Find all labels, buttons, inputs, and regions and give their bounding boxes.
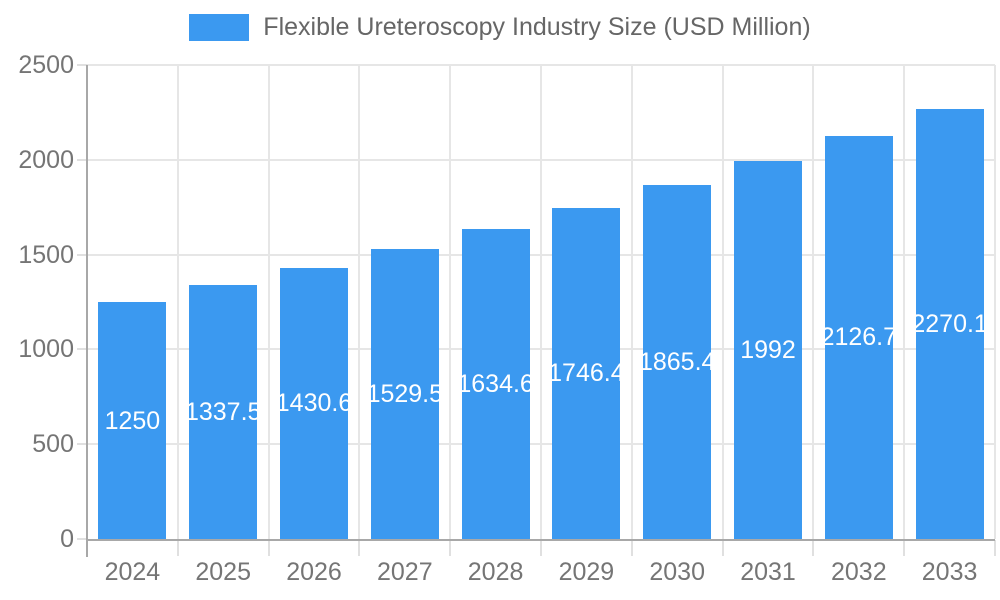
legend-swatch (189, 14, 250, 41)
bar[interactable] (370, 249, 439, 539)
x-tick-label: 2026 (286, 558, 342, 586)
y-tick-label: 2000 (18, 145, 74, 174)
bar[interactable] (643, 185, 712, 539)
x-tick-label: 2027 (376, 558, 433, 586)
bar[interactable] (189, 285, 258, 539)
x-tick-label: 2025 (195, 558, 251, 586)
x-axis-tick (176, 540, 179, 556)
y-tick-label: 0 (60, 525, 74, 553)
x-axis-tick (449, 540, 452, 556)
y-tick-label: 1500 (18, 240, 74, 269)
x-tick-label: 2029 (558, 558, 615, 586)
y-axis-tick (77, 443, 87, 446)
legend: Flexible Ureteroscopy Industry Size (USD… (0, 14, 1000, 41)
gridline-vertical (903, 65, 906, 539)
gridline-vertical (176, 65, 179, 539)
x-axis-tick (994, 540, 996, 556)
y-axis-tick (77, 348, 87, 351)
bar[interactable] (734, 161, 802, 539)
y-tick-label: 2500 (18, 51, 74, 79)
x-tick-label: 2033 (921, 558, 978, 586)
bar[interactable] (824, 135, 893, 539)
x-axis-tick (267, 540, 270, 556)
x-axis-tick (540, 540, 542, 556)
y-axis-tick (77, 253, 87, 256)
gridline-vertical (358, 65, 361, 539)
gridline-vertical (721, 65, 724, 539)
bar[interactable] (915, 108, 984, 539)
y-tick-label: 500 (32, 430, 74, 459)
gridline-vertical (267, 65, 270, 539)
x-axis-tick (630, 540, 633, 556)
bar[interactable] (461, 229, 530, 539)
x-tick-label: 2030 (649, 558, 705, 586)
y-axis-line (86, 65, 88, 557)
x-axis-tick (358, 540, 361, 556)
gridline-vertical (449, 65, 452, 539)
y-axis-tick (77, 538, 87, 540)
x-axis-line (86, 539, 995, 541)
gridline-vertical (540, 65, 542, 539)
x-axis-tick (903, 540, 906, 556)
x-tick-label: 2028 (467, 558, 524, 586)
x-axis-tick (721, 540, 724, 556)
y-axis-tick (77, 158, 87, 161)
bar[interactable] (280, 267, 348, 539)
gridline-vertical (994, 65, 996, 539)
gridline-vertical (812, 65, 815, 539)
gridline-vertical (630, 65, 633, 539)
y-tick-label: 1000 (18, 335, 74, 364)
x-axis-tick (812, 540, 815, 556)
x-tick-label: 2031 (740, 558, 796, 586)
bar[interactable] (552, 207, 621, 539)
bar[interactable] (98, 302, 167, 539)
x-tick-label: 2024 (104, 558, 161, 586)
y-axis-tick (77, 64, 87, 66)
legend-label: Flexible Ureteroscopy Industry Size (USD… (263, 13, 811, 41)
x-tick-label: 2032 (830, 558, 887, 586)
